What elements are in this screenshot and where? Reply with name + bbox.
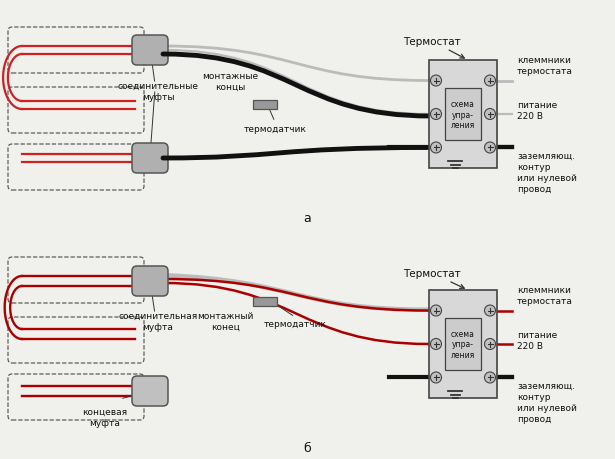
Text: питание
220 В: питание 220 В [517,330,557,350]
Bar [445,89,481,141]
Circle shape [430,76,442,87]
Circle shape [430,305,442,316]
Text: Термостат: Термостат [403,37,464,59]
FancyBboxPatch shape [132,36,168,66]
Circle shape [430,109,442,120]
Text: соединительные
муфты: соединительные муфты [117,82,199,102]
Text: монтажный
конец: монтажный конец [197,311,253,331]
Bar [445,318,481,370]
Text: заземляющ.
контур
или нулевой
провод: заземляющ. контур или нулевой провод [517,381,577,423]
Text: схема
упра-
ления: схема упра- ления [451,100,475,129]
Text: а: а [303,212,311,224]
Text: заземляющ.
контур
или нулевой
провод: заземляющ. контур или нулевой провод [517,151,577,193]
Text: термодатчик: термодатчик [244,125,306,134]
Text: клеммники
термостата: клеммники термостата [517,56,573,75]
Circle shape [430,372,442,383]
Text: концевая
муфта: концевая муфта [82,407,127,427]
Circle shape [485,76,496,87]
Circle shape [430,339,442,350]
Bar [253,297,277,306]
Circle shape [430,143,442,154]
Bar [429,291,497,398]
Text: соединительная
муфта: соединительная муфта [118,311,197,331]
Text: б: б [303,441,311,454]
Text: термодатчик: термодатчик [264,319,327,328]
Text: Термостат: Термостат [403,269,464,289]
FancyBboxPatch shape [132,376,168,406]
Circle shape [485,372,496,383]
FancyBboxPatch shape [132,266,168,297]
Bar [253,101,277,110]
Circle shape [485,143,496,154]
Text: питание
220 В: питание 220 В [517,101,557,121]
Bar [429,61,497,168]
Circle shape [485,109,496,120]
Text: монтажные
концы: монтажные концы [202,72,258,92]
Circle shape [485,305,496,316]
Circle shape [485,339,496,350]
Text: схема
упра-
ления: схема упра- ления [451,330,475,359]
FancyBboxPatch shape [132,144,168,174]
Text: клеммники
термостата: клеммники термостата [517,285,573,305]
